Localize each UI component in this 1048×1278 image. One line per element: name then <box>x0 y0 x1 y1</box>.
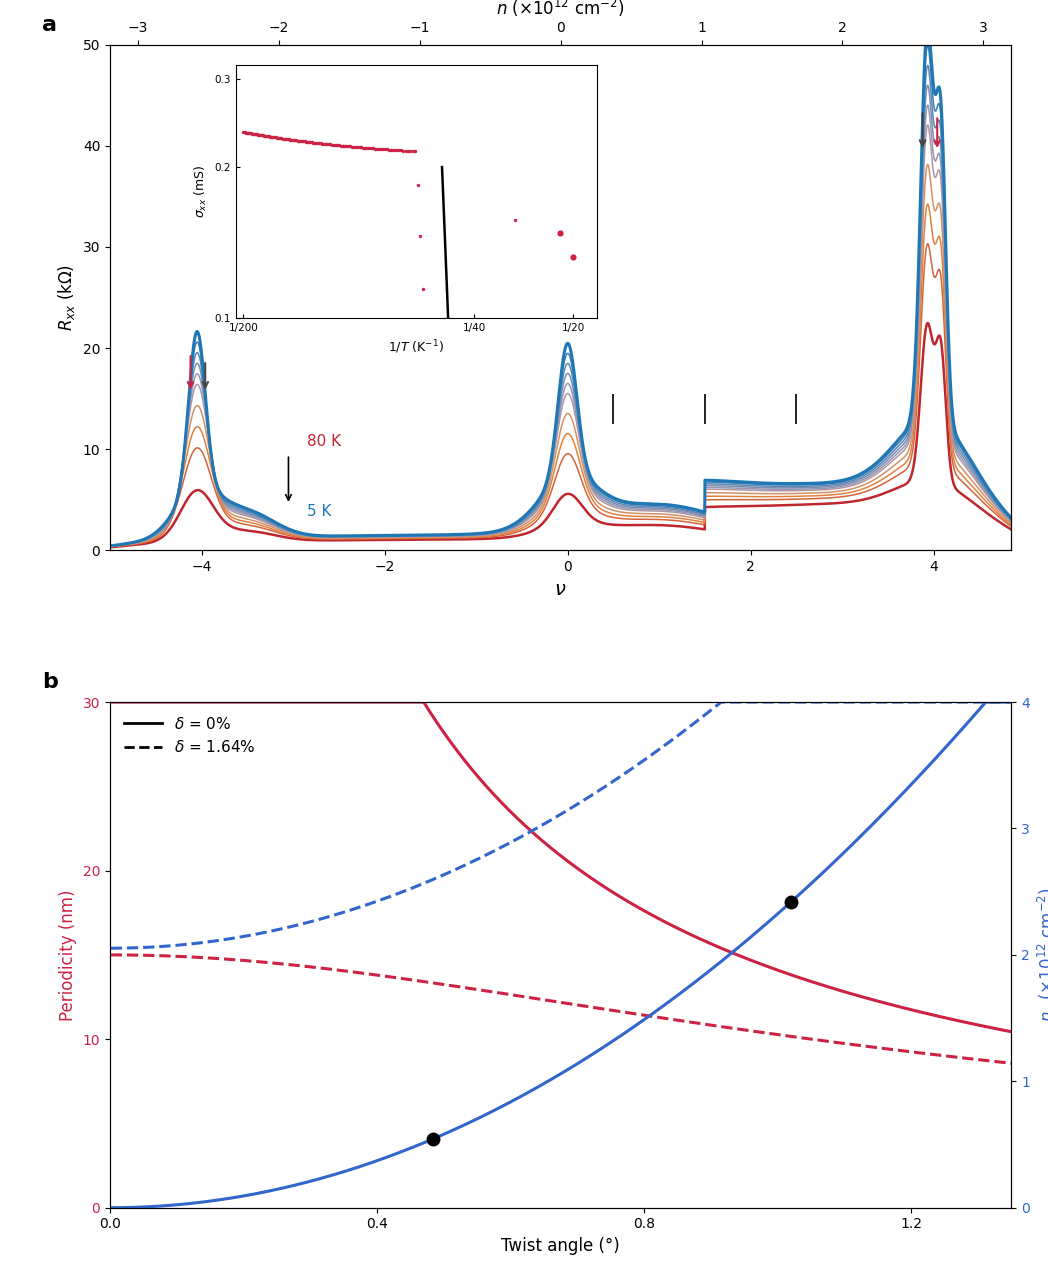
Point <box>424 1128 441 1149</box>
Y-axis label: $R_{xx}$ (k$\Omega$): $R_{xx}$ (k$\Omega$) <box>57 265 78 331</box>
Text: a: a <box>42 14 58 35</box>
Y-axis label: Periodicity (nm): Periodicity (nm) <box>59 889 78 1021</box>
Text: 5 K: 5 K <box>307 505 331 519</box>
X-axis label: $n$ (×10$^{12}$ cm$^{-2}$): $n$ (×10$^{12}$ cm$^{-2}$) <box>497 0 625 19</box>
Text: 80 K: 80 K <box>307 433 341 449</box>
Y-axis label: $n_s$ (×10$^{12}$ cm$^{-2}$): $n_s$ (×10$^{12}$ cm$^{-2}$) <box>1035 887 1048 1022</box>
Legend: $\delta$ = 0%, $\delta$ = 1.64%: $\delta$ = 0%, $\delta$ = 1.64% <box>117 709 262 762</box>
Text: b: b <box>42 672 59 691</box>
X-axis label: Twist angle (°): Twist angle (°) <box>501 1237 620 1255</box>
Point <box>783 892 800 912</box>
X-axis label: $\nu$: $\nu$ <box>554 580 567 598</box>
